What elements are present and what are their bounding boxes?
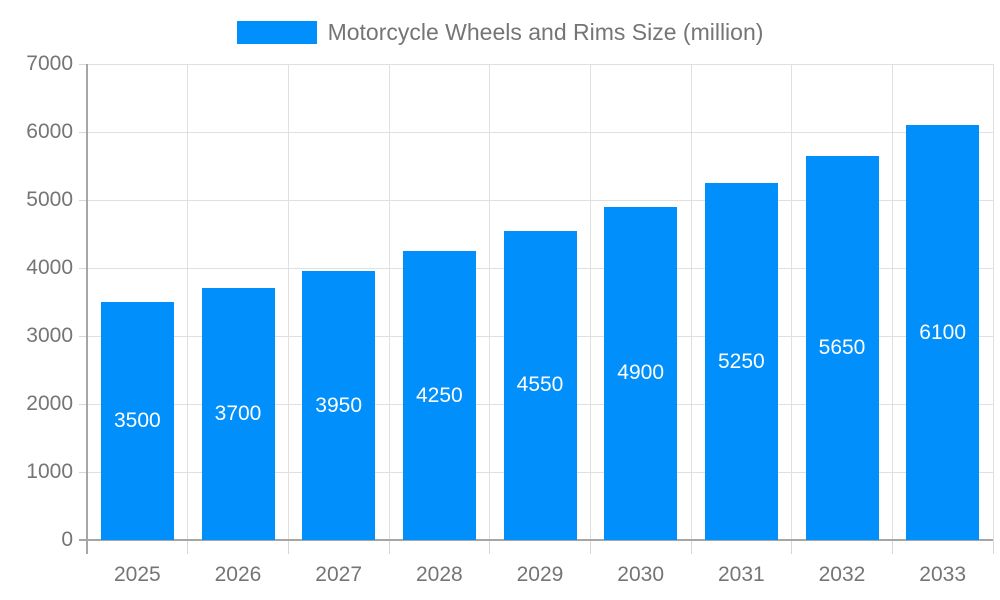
- y-axis-label: 6000: [26, 120, 73, 143]
- horizontal-gridline: [87, 63, 993, 65]
- vertical-gridline: [690, 64, 692, 540]
- y-axis-tick: [79, 131, 87, 133]
- bar[interactable]: 4900: [604, 206, 678, 540]
- bar[interactable]: 3700: [201, 288, 275, 540]
- x-axis-tick: [187, 540, 189, 554]
- x-axis-label: 2028: [415, 563, 463, 586]
- vertical-gridline: [187, 64, 189, 540]
- x-axis-tick: [891, 540, 893, 554]
- bar-value-label: 4900: [617, 361, 665, 385]
- bar-value-label: 5250: [717, 349, 765, 373]
- y-axis-tick: [79, 63, 87, 65]
- y-axis-tick: [79, 403, 87, 405]
- bar-value-label: 3700: [214, 402, 262, 426]
- bar[interactable]: 3950: [302, 271, 376, 540]
- legend-label: Motorcycle Wheels and Rims Size (million…: [327, 19, 764, 45]
- legend-swatch-icon: [236, 21, 317, 44]
- y-axis-tick: [79, 471, 87, 473]
- x-axis-tick: [791, 540, 793, 554]
- x-axis-tick: [589, 540, 591, 554]
- vertical-gridline: [489, 64, 491, 540]
- bar-value-label: 3950: [315, 393, 363, 417]
- bar-value-label: 4250: [415, 383, 463, 407]
- y-axis-label: 4000: [26, 256, 73, 279]
- bar[interactable]: 4250: [402, 251, 476, 540]
- x-axis-label: 2026: [214, 563, 262, 586]
- bar-value-label: 3500: [113, 409, 161, 432]
- bar[interactable]: 4550: [503, 230, 577, 540]
- y-axis-tick: [79, 199, 87, 201]
- x-axis-label: 2032: [818, 563, 866, 586]
- y-axis-label: 0: [61, 528, 73, 551]
- x-axis-tick: [388, 540, 390, 554]
- x-axis-label: 2029: [516, 563, 564, 586]
- y-axis-label: 3000: [26, 324, 73, 347]
- horizontal-gridline: [87, 199, 993, 201]
- vertical-gridline: [992, 64, 994, 540]
- y-axis-line: [86, 64, 88, 554]
- y-axis-label: 1000: [26, 460, 73, 483]
- bar-value-label: 6100: [919, 320, 967, 344]
- y-axis-label: 5000: [26, 188, 73, 211]
- y-axis-label: 2000: [26, 392, 73, 415]
- vertical-gridline: [388, 64, 390, 540]
- x-axis-label: 2027: [315, 563, 363, 586]
- vertical-gridline: [287, 64, 289, 540]
- y-axis-tick: [79, 335, 87, 337]
- x-axis-label: 2033: [919, 563, 967, 586]
- x-axis-tick: [489, 540, 491, 554]
- bar[interactable]: 6100: [906, 125, 980, 540]
- x-axis-label: 2025: [113, 563, 161, 586]
- vertical-gridline: [891, 64, 893, 540]
- x-axis-line: [79, 539, 993, 541]
- bar-value-label: 5650: [818, 335, 866, 359]
- horizontal-gridline: [87, 131, 993, 133]
- x-axis-tick: [690, 540, 692, 554]
- vertical-gridline: [791, 64, 793, 540]
- bar[interactable]: 5650: [805, 155, 879, 540]
- x-axis-label: 2030: [617, 563, 665, 586]
- bar[interactable]: 3500: [100, 302, 174, 540]
- bar-value-label: 4550: [516, 373, 564, 397]
- y-axis-label: 7000: [26, 52, 73, 75]
- y-axis-tick: [79, 267, 87, 269]
- x-axis-tick: [287, 540, 289, 554]
- x-axis-tick: [992, 540, 994, 554]
- x-axis-label: 2031: [717, 563, 765, 586]
- bar[interactable]: 5250: [704, 183, 778, 540]
- chart-legend[interactable]: Motorcycle Wheels and Rims Size (million…: [0, 19, 1000, 46]
- vertical-gridline: [589, 64, 591, 540]
